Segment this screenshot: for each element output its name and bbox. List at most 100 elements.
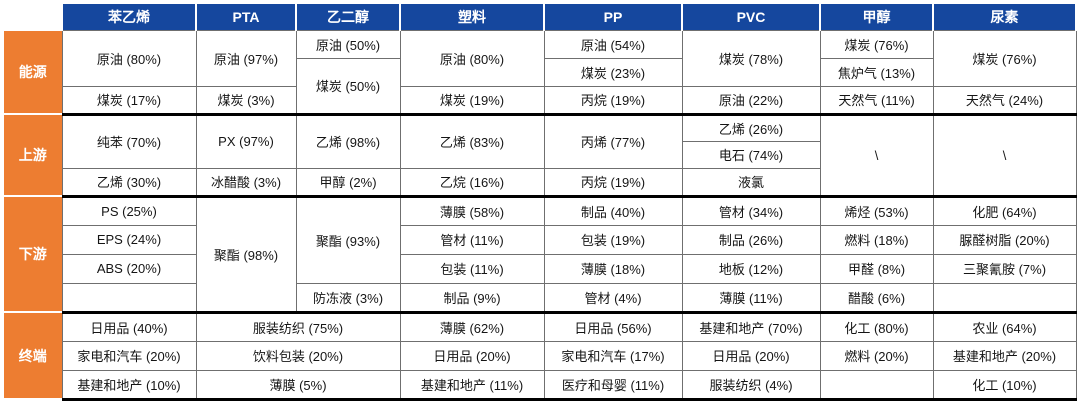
cell-downstream-methanol-0: 烯烃 (53%) (819, 194, 934, 226)
cell-downstream-pvc-2: 地板 (12%) (681, 253, 821, 284)
cell-energy-styrene-1: 煤炭 (17%) (61, 85, 197, 115)
cell-upstream-pp-1: 丙烷 (19%) (543, 167, 683, 197)
cell-terminal-methanol-1: 燃料 (20%) (819, 340, 934, 371)
cell-downstream-plastics-3: 制品 (9%) (399, 282, 545, 313)
cell-upstream-pta-1: 冰醋酸 (3%) (195, 167, 297, 197)
cell-energy-methanol-0: 煤炭 (76%) (819, 29, 934, 59)
cell-energy-plastics-0: 原油 (80%) (399, 29, 545, 87)
column-header-pta: PTA (195, 4, 297, 31)
cell-upstream-pta-0: PX (97%) (195, 112, 297, 169)
cell-terminal-urea-1: 基建和地产 (20%) (932, 340, 1077, 371)
downstream-row-2: EPS (24%) 管材 (11%) 包装 (19%) 制品 (26%) 燃料 … (4, 224, 1077, 255)
cell-terminal-pta-meg-2: 薄膜 (5%) (195, 369, 401, 401)
cell-energy-plastics-1: 煤炭 (19%) (399, 85, 545, 115)
cell-downstream-plastics-0: 薄膜 (58%) (399, 194, 545, 226)
cell-downstream-pvc-3: 薄膜 (11%) (681, 282, 821, 313)
cell-downstream-styrene-3-empty (61, 282, 197, 313)
cell-energy-pp-0: 原油 (54%) (543, 29, 683, 59)
header-row: 苯乙烯 PTA 乙二醇 塑料 PP PVC 甲醇 尿素 (4, 4, 1077, 31)
cell-energy-meg-0: 原油 (50%) (295, 29, 401, 59)
cell-downstream-pta-0: 聚酯 (98%) (195, 194, 297, 313)
downstream-row-3: ABS (20%) 包装 (11%) 薄膜 (18%) 地板 (12%) 甲醛 … (4, 253, 1077, 284)
cell-upstream-meg-0: 乙烯 (98%) (295, 112, 401, 169)
downstream-row-1: 下游 PS (25%) 聚酯 (98%) 聚酯 (93%) 薄膜 (58%) 制… (4, 194, 1077, 313)
cell-energy-pta-0: 原油 (97%) (195, 29, 297, 87)
section-label-downstream: 下游 (4, 195, 63, 313)
cell-energy-pp-2: 丙烷 (19%) (543, 85, 683, 115)
cell-terminal-pp-2: 医疗和母婴 (11%) (543, 369, 683, 401)
cell-downstream-urea-3-empty (932, 282, 1077, 313)
energy-row-1: 能源 原油 (80%) 原油 (97%) 原油 (50%) 原油 (80%) 原… (4, 29, 1077, 115)
cell-downstream-urea-1: 脲醛树脂 (20%) (932, 224, 1077, 255)
cell-terminal-methanol-0: 化工 (80%) (819, 310, 934, 342)
cell-upstream-pvc-0: 乙烯 (26%) (681, 112, 821, 142)
terminal-row-2: 家电和汽车 (20%) 饮料包装 (20%) 日用品 (20%) 家电和汽车 (… (4, 340, 1077, 371)
downstream-row-4: 防冻液 (3%) 制品 (9%) 管材 (4%) 薄膜 (11%) 醋酸 (6%… (4, 282, 1077, 313)
cell-terminal-plastics-1: 日用品 (20%) (399, 340, 545, 371)
cell-downstream-pp-3: 管材 (4%) (543, 282, 683, 313)
cell-energy-pvc-0: 煤炭 (78%) (681, 29, 821, 87)
cell-upstream-pvc-1: 电石 (74%) (681, 140, 821, 169)
energy-row-3: 煤炭 (17%) 煤炭 (3%) 煤炭 (19%) 丙烷 (19%) 原油 (2… (4, 85, 1077, 115)
cell-terminal-pp-0: 日用品 (56%) (543, 310, 683, 342)
cell-energy-urea-0: 煤炭 (76%) (932, 29, 1077, 87)
cell-energy-styrene-0: 原油 (80%) (61, 29, 197, 87)
cell-terminal-pvc-2: 服装纺织 (4%) (681, 369, 821, 401)
industry-chain-cost-table: 苯乙烯 PTA 乙二醇 塑料 PP PVC 甲醇 尿素 能源 原油 (80%) … (4, 4, 1077, 401)
cell-upstream-urea-na: \ (932, 112, 1077, 197)
cell-terminal-plastics-0: 薄膜 (62%) (399, 310, 545, 342)
cell-terminal-pta-meg-0: 服装纺织 (75%) (195, 310, 401, 342)
section-label-upstream: 上游 (4, 113, 63, 197)
cell-downstream-urea-0: 化肥 (64%) (932, 194, 1077, 226)
cell-upstream-plastics-1: 乙烷 (16%) (399, 167, 545, 197)
cell-downstream-styrene-1: EPS (24%) (61, 224, 197, 255)
cell-downstream-methanol-1: 燃料 (18%) (819, 224, 934, 255)
terminal-row-3: 基建和地产 (10%) 薄膜 (5%) 基建和地产 (11%) 医疗和母婴 (1… (4, 369, 1077, 401)
cell-terminal-pta-meg-1: 饮料包装 (20%) (195, 340, 401, 371)
cell-downstream-methanol-3: 醋酸 (6%) (819, 282, 934, 313)
terminal-row-1: 终端 日用品 (40%) 服装纺织 (75%) 薄膜 (62%) 日用品 (56… (4, 310, 1077, 400)
column-header-plastics: 塑料 (399, 4, 545, 31)
cell-downstream-styrene-0: PS (25%) (61, 194, 197, 226)
cell-terminal-pvc-0: 基建和地产 (70%) (681, 310, 821, 342)
cell-terminal-pp-1: 家电和汽车 (17%) (543, 340, 683, 371)
cell-downstream-styrene-2: ABS (20%) (61, 253, 197, 284)
cell-energy-pp-1: 煤炭 (23%) (543, 57, 683, 87)
cell-downstream-methanol-2: 甲醛 (8%) (819, 253, 934, 284)
cell-downstream-pvc-1: 制品 (26%) (681, 224, 821, 255)
cell-energy-meg-1: 煤炭 (50%) (295, 57, 401, 115)
cell-energy-methanol-1: 焦炉气 (13%) (819, 57, 934, 87)
cell-terminal-pvc-1: 日用品 (20%) (681, 340, 821, 371)
cell-downstream-urea-2: 三聚氰胺 (7%) (932, 253, 1077, 284)
cell-downstream-meg-1: 防冻液 (3%) (295, 282, 401, 313)
cell-terminal-styrene-0: 日用品 (40%) (61, 310, 197, 342)
upstream-row-3: 乙烯 (30%) 冰醋酸 (3%) 甲醇 (2%) 乙烷 (16%) 丙烷 (1… (4, 167, 1076, 197)
cell-downstream-plastics-1: 管材 (11%) (399, 224, 545, 255)
cell-upstream-pvc-2: 液氯 (681, 167, 821, 197)
corner-cell (4, 4, 62, 30)
cell-energy-methanol-2: 天然气 (11%) (819, 85, 934, 115)
column-header-pp: PP (543, 4, 683, 31)
upstream-row-1: 上游 纯苯 (70%) PX (97%) 乙烯 (98%) 乙烯 (83%) 丙… (4, 112, 1077, 197)
cell-terminal-urea-0: 农业 (64%) (932, 310, 1077, 342)
cell-downstream-pp-1: 包装 (19%) (543, 224, 683, 255)
cell-energy-pta-1: 煤炭 (3%) (195, 85, 297, 115)
cell-upstream-styrene-0: 纯苯 (70%) (61, 112, 197, 169)
cell-terminal-urea-2: 化工 (10%) (932, 369, 1077, 401)
cell-downstream-meg-0: 聚酯 (93%) (295, 194, 401, 284)
section-label-energy: 能源 (4, 29, 63, 115)
cell-downstream-pp-0: 制品 (40%) (543, 194, 683, 226)
column-header-methanol: 甲醇 (819, 4, 934, 31)
cell-terminal-plastics-2: 基建和地产 (11%) (399, 369, 545, 401)
cell-upstream-meg-1: 甲醇 (2%) (295, 167, 401, 197)
upstream-row-2: 电石 (74%) (4, 140, 1076, 169)
cell-terminal-styrene-1: 家电和汽车 (20%) (61, 340, 197, 371)
column-header-pvc: PVC (681, 4, 821, 31)
cell-energy-urea-1: 天然气 (24%) (932, 85, 1077, 115)
cell-upstream-plastics-0: 乙烯 (83%) (399, 112, 545, 169)
energy-row-2: 煤炭 (50%) 煤炭 (23%) 焦炉气 (13%) (4, 57, 1076, 115)
column-header-styrene: 苯乙烯 (61, 4, 197, 31)
cell-downstream-pvc-0: 管材 (34%) (681, 194, 821, 226)
cell-upstream-methanol-na: \ (819, 112, 934, 197)
